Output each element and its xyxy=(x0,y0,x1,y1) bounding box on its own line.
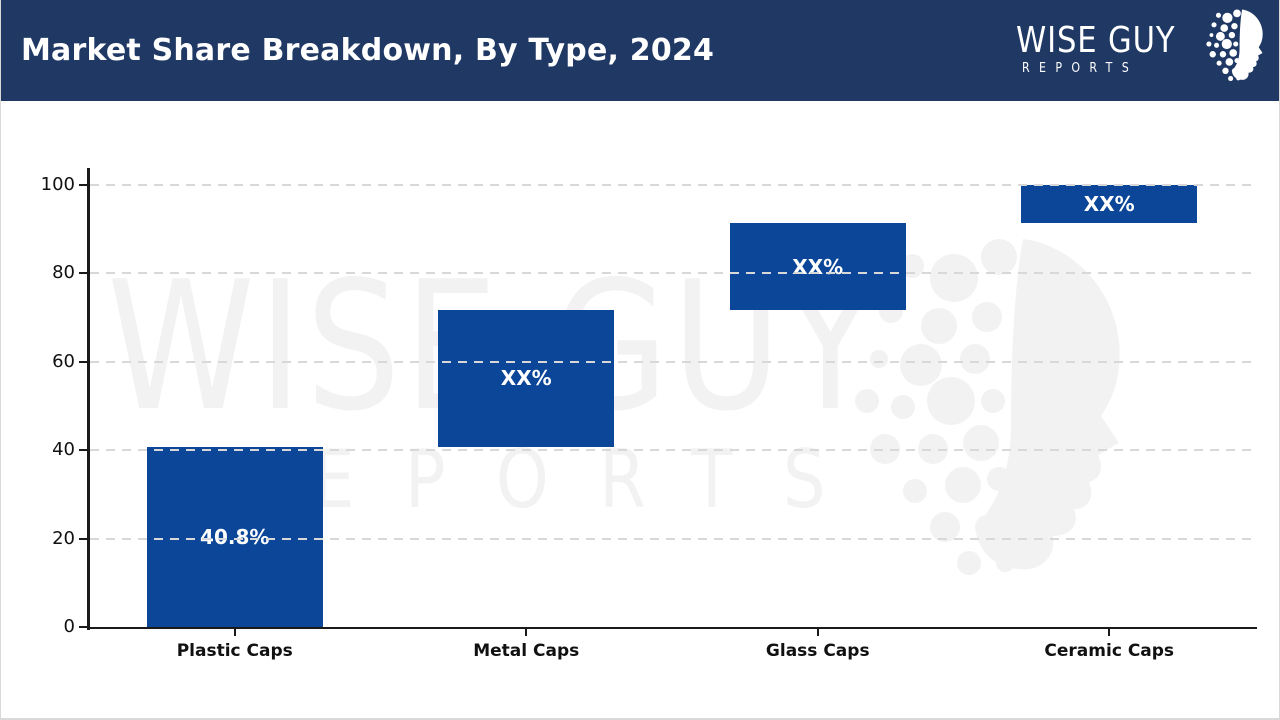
watermark-head-profile-icon xyxy=(849,226,1149,618)
y-tick-label-40: 40 xyxy=(52,439,75,461)
header: Market Share Breakdown, By Type, 2024 WI… xyxy=(1,0,1279,101)
logo-text: WISE GUY REPORTS xyxy=(1016,21,1204,77)
y-tick-20 xyxy=(79,537,87,540)
bar-ceramic-caps: XX% xyxy=(1021,185,1198,224)
y-tick-60 xyxy=(79,360,87,363)
watermark-subtext: REPORTS xyxy=(215,433,876,526)
bar-value-label: XX% xyxy=(1083,192,1135,217)
y-tick-label-80: 80 xyxy=(52,262,75,284)
y-axis-spine xyxy=(87,168,90,630)
wiseguy-logo: WISE GUY REPORTS xyxy=(1016,7,1270,90)
x-tick-label: Plastic Caps xyxy=(176,641,293,661)
head-profile-dots-icon xyxy=(1205,7,1269,90)
y-tick-label-20: 20 xyxy=(52,527,75,549)
x-tick-label: Glass Caps xyxy=(765,641,870,661)
x-tick-2 xyxy=(816,629,819,636)
y-tick-80 xyxy=(79,272,87,275)
bar-value-label: 40.8% xyxy=(200,524,270,549)
x-tick-3 xyxy=(1108,629,1111,636)
y-tick-0 xyxy=(79,626,87,628)
y-tick-100 xyxy=(79,184,87,186)
x-axis-spine xyxy=(87,626,1257,629)
page-title: Market Share Breakdown, By Type, 2024 xyxy=(21,33,715,68)
x-tick-label: Ceramic Caps xyxy=(1044,641,1175,661)
x-tick-1 xyxy=(525,629,528,636)
x-tick-0 xyxy=(233,629,236,636)
logo-wordmark: WISE GUY xyxy=(1015,19,1175,61)
y-tick-label-60: 60 xyxy=(52,350,75,372)
logo-subtext: REPORTS xyxy=(1021,61,1138,77)
y-gridline-100 xyxy=(90,184,1255,186)
y-tick-40 xyxy=(79,449,87,452)
y-tick-label-0: 0 xyxy=(63,616,75,637)
watermark-wordmark: WISE GUY xyxy=(107,243,880,450)
x-tick-label: Metal Caps xyxy=(473,641,580,661)
y-tick-label-100: 100 xyxy=(40,174,75,195)
